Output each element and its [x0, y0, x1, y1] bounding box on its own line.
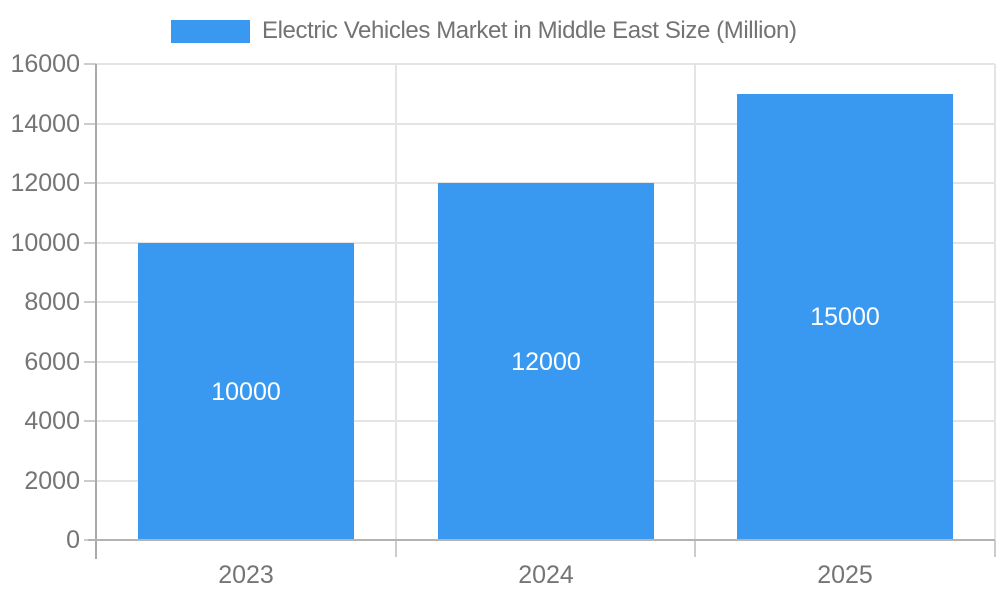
x-tick-label: 2023: [218, 561, 274, 589]
legend-swatch: [171, 20, 250, 43]
y-tick: [84, 122, 96, 125]
legend: Electric Vehicles Market in Middle East …: [0, 0, 1000, 56]
y-tick-label: 12000: [10, 169, 80, 197]
y-tick: [84, 420, 96, 422]
bar-label: 12000: [511, 347, 581, 376]
x-gridline: [394, 64, 397, 540]
bar[interactable]: 12000: [438, 183, 654, 540]
x-tick: [694, 540, 697, 557]
y-gridline: [96, 122, 995, 125]
bar[interactable]: 15000: [737, 94, 953, 540]
y-tick-label: 2000: [24, 466, 80, 495]
bar[interactable]: 10000: [138, 243, 354, 541]
x-axis-line: [88, 539, 995, 541]
y-tick: [84, 241, 96, 244]
y-tick: [84, 63, 96, 65]
bar-label: 15000: [810, 303, 880, 331]
y-tick-label: 0: [66, 526, 80, 554]
y-tick-label: 4000: [24, 407, 80, 435]
y-tick-label: 8000: [24, 288, 80, 316]
bar-label: 10000: [211, 378, 281, 406]
y-tick: [84, 182, 96, 184]
y-tick: [84, 301, 96, 303]
x-tick-label: 2025: [817, 561, 873, 589]
y-tick-label: 6000: [24, 347, 80, 376]
x-tick-label: 2024: [518, 561, 574, 589]
y-tick: [84, 479, 96, 482]
x-gridline: [994, 64, 996, 540]
y-axis-line: [95, 64, 97, 559]
y-tick-label: 14000: [10, 109, 80, 138]
y-tick-label: 16000: [10, 50, 80, 78]
x-gridline: [694, 64, 697, 540]
legend-label: Electric Vehicles Market in Middle East …: [262, 17, 797, 44]
y-gridline: [96, 63, 995, 65]
y-tick: [84, 360, 96, 363]
y-tick-label: 10000: [10, 228, 80, 257]
x-tick: [394, 540, 397, 557]
x-tick: [994, 540, 996, 557]
